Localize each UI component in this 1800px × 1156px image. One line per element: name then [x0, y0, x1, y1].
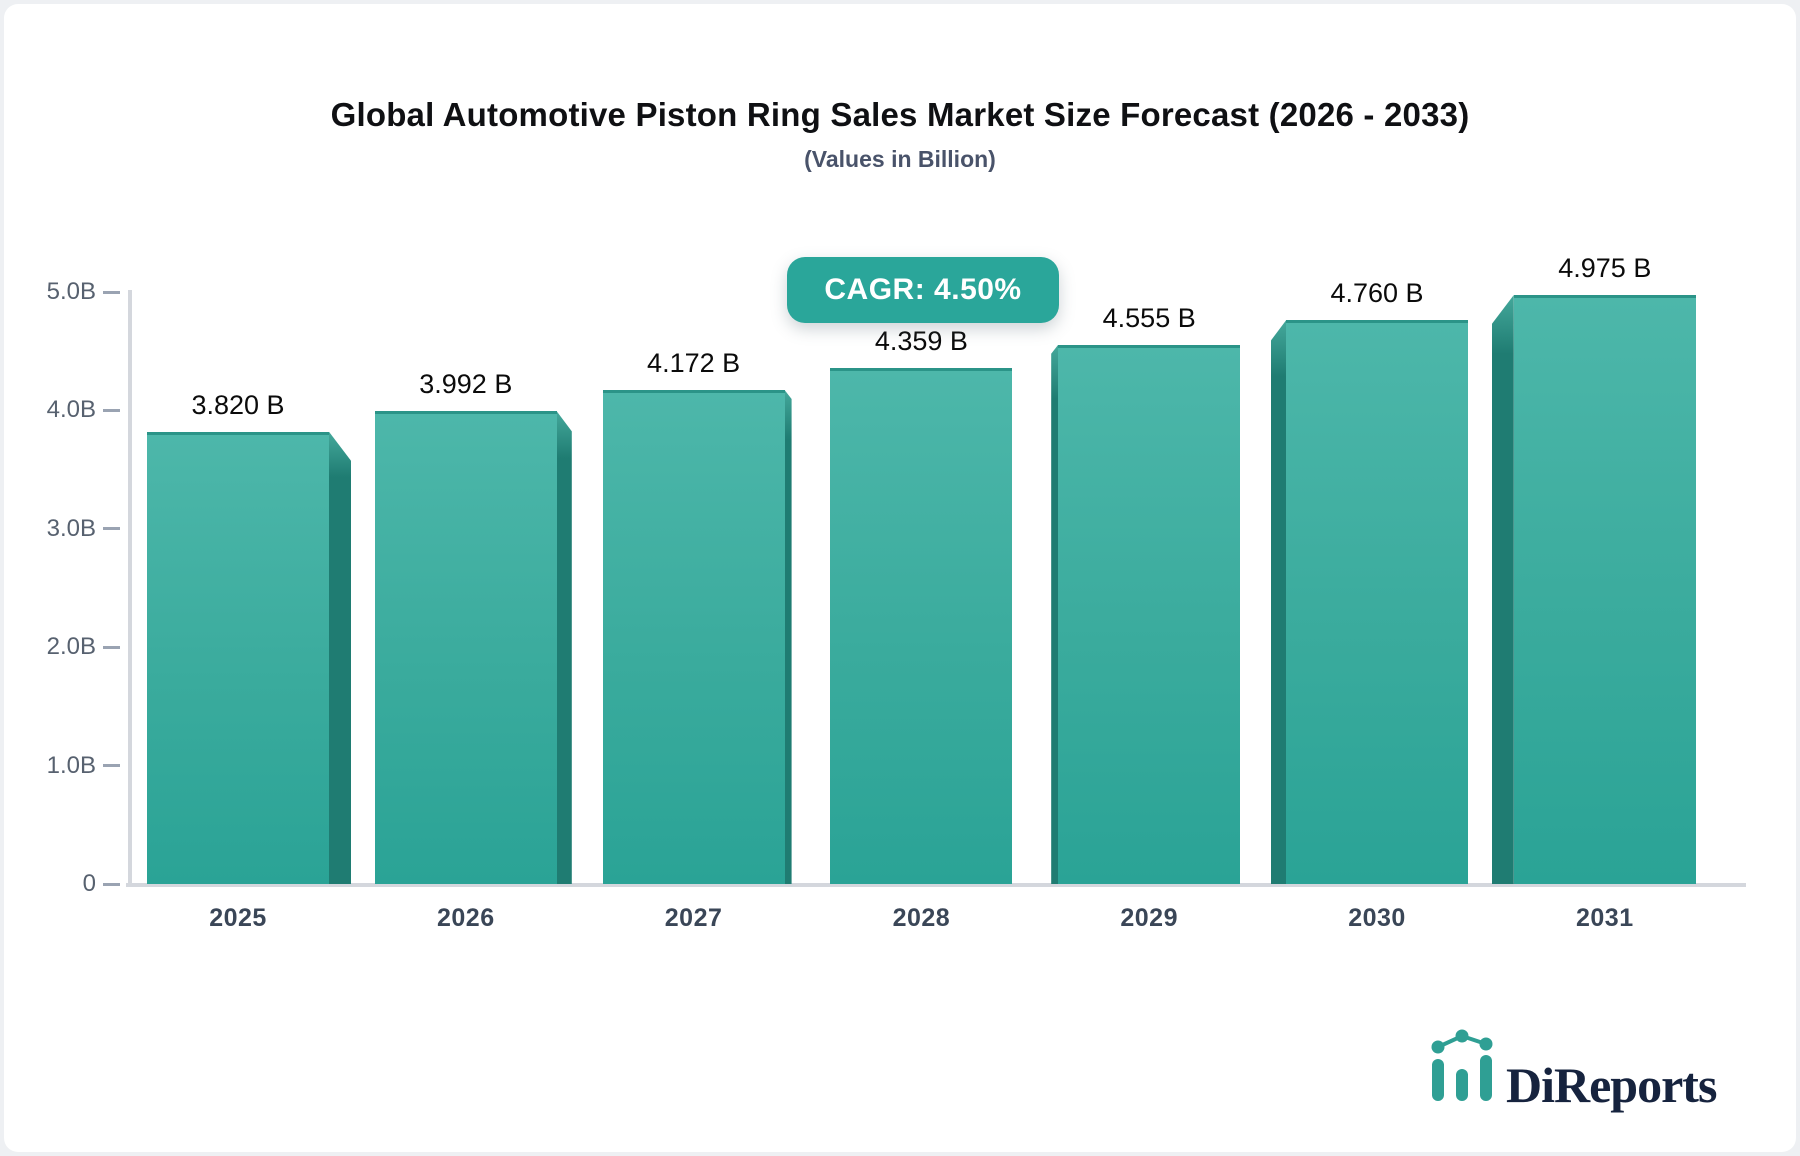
- bar-value-label: 4.172 B: [647, 348, 741, 379]
- bar-2026-side-face: [556, 411, 572, 884]
- chart-title: Global Automotive Piston Ring Sales Mark…: [330, 96, 1470, 133]
- x-axis-category-label: 2029: [1120, 904, 1178, 932]
- brand-name: DiReports: [1506, 1057, 1717, 1113]
- x-axis-line: [126, 883, 1746, 887]
- y-axis-tick-label: 1.0B: [46, 751, 96, 779]
- bar-value-label: 4.555 B: [1102, 302, 1196, 333]
- bar-value-label: 3.820 B: [191, 389, 285, 420]
- cagr-badge: CAGR: 4.50%: [787, 257, 1059, 323]
- bar-2031[interactable]: [1513, 294, 1696, 884]
- x-axis-category-label: 2030: [1348, 904, 1406, 932]
- bar-value-label: 3.992 B: [419, 369, 513, 400]
- y-axis-line: [128, 290, 132, 887]
- bar-2029-side-face: [1051, 344, 1059, 884]
- bar-chart-trend-logo-icon: [1428, 1029, 1500, 1110]
- y-axis-tick-label: 5.0B: [46, 278, 96, 305]
- y-axis-tick-mark: [103, 764, 120, 768]
- y-axis-tick-mark: [103, 527, 120, 531]
- x-axis-category-label: 2031: [1575, 904, 1634, 932]
- x-axis-category-label: 2026: [436, 904, 495, 932]
- y-axis-tick-label: 3.0B: [46, 514, 96, 542]
- x-axis-category-label: 2028: [892, 904, 951, 932]
- y-axis-tick-mark: [103, 882, 120, 886]
- y-axis-tick-mark: [103, 290, 120, 294]
- bar-2025[interactable]: [147, 431, 329, 884]
- bar-2029[interactable]: [1058, 344, 1241, 884]
- bar-2031-side-face: [1491, 294, 1514, 884]
- y-axis-tick-label: 2.0B: [46, 633, 96, 661]
- bar-value-label: 4.975 B: [1558, 252, 1652, 283]
- brand-logo: DiReports: [1428, 1028, 1717, 1113]
- cagr-badge-label: CAGR: 4.50%: [824, 273, 1022, 306]
- x-axis-category-label: 2025: [209, 904, 267, 932]
- bar-2030-side-face: [1271, 320, 1286, 884]
- bar-2030[interactable]: [1286, 320, 1468, 884]
- bar-2028[interactable]: [830, 367, 1013, 884]
- x-axis-category-label: 2027: [664, 904, 723, 932]
- bar-value-label: 4.359 B: [874, 325, 968, 356]
- chart-subtitle: (Values in Billion): [804, 146, 996, 172]
- y-axis-tick-label: 4.0B: [46, 396, 96, 424]
- bar-value-label: 4.760 B: [1330, 278, 1424, 309]
- bar-2027-side-face: [784, 390, 792, 884]
- bar-2026[interactable]: [374, 411, 557, 884]
- y-axis-tick-mark: [103, 645, 120, 649]
- bar-2025-side-face: [329, 431, 351, 884]
- bar-2027[interactable]: [602, 390, 785, 884]
- y-axis-tick-mark: [103, 408, 120, 412]
- y-axis-tick-label: 0: [82, 870, 96, 897]
